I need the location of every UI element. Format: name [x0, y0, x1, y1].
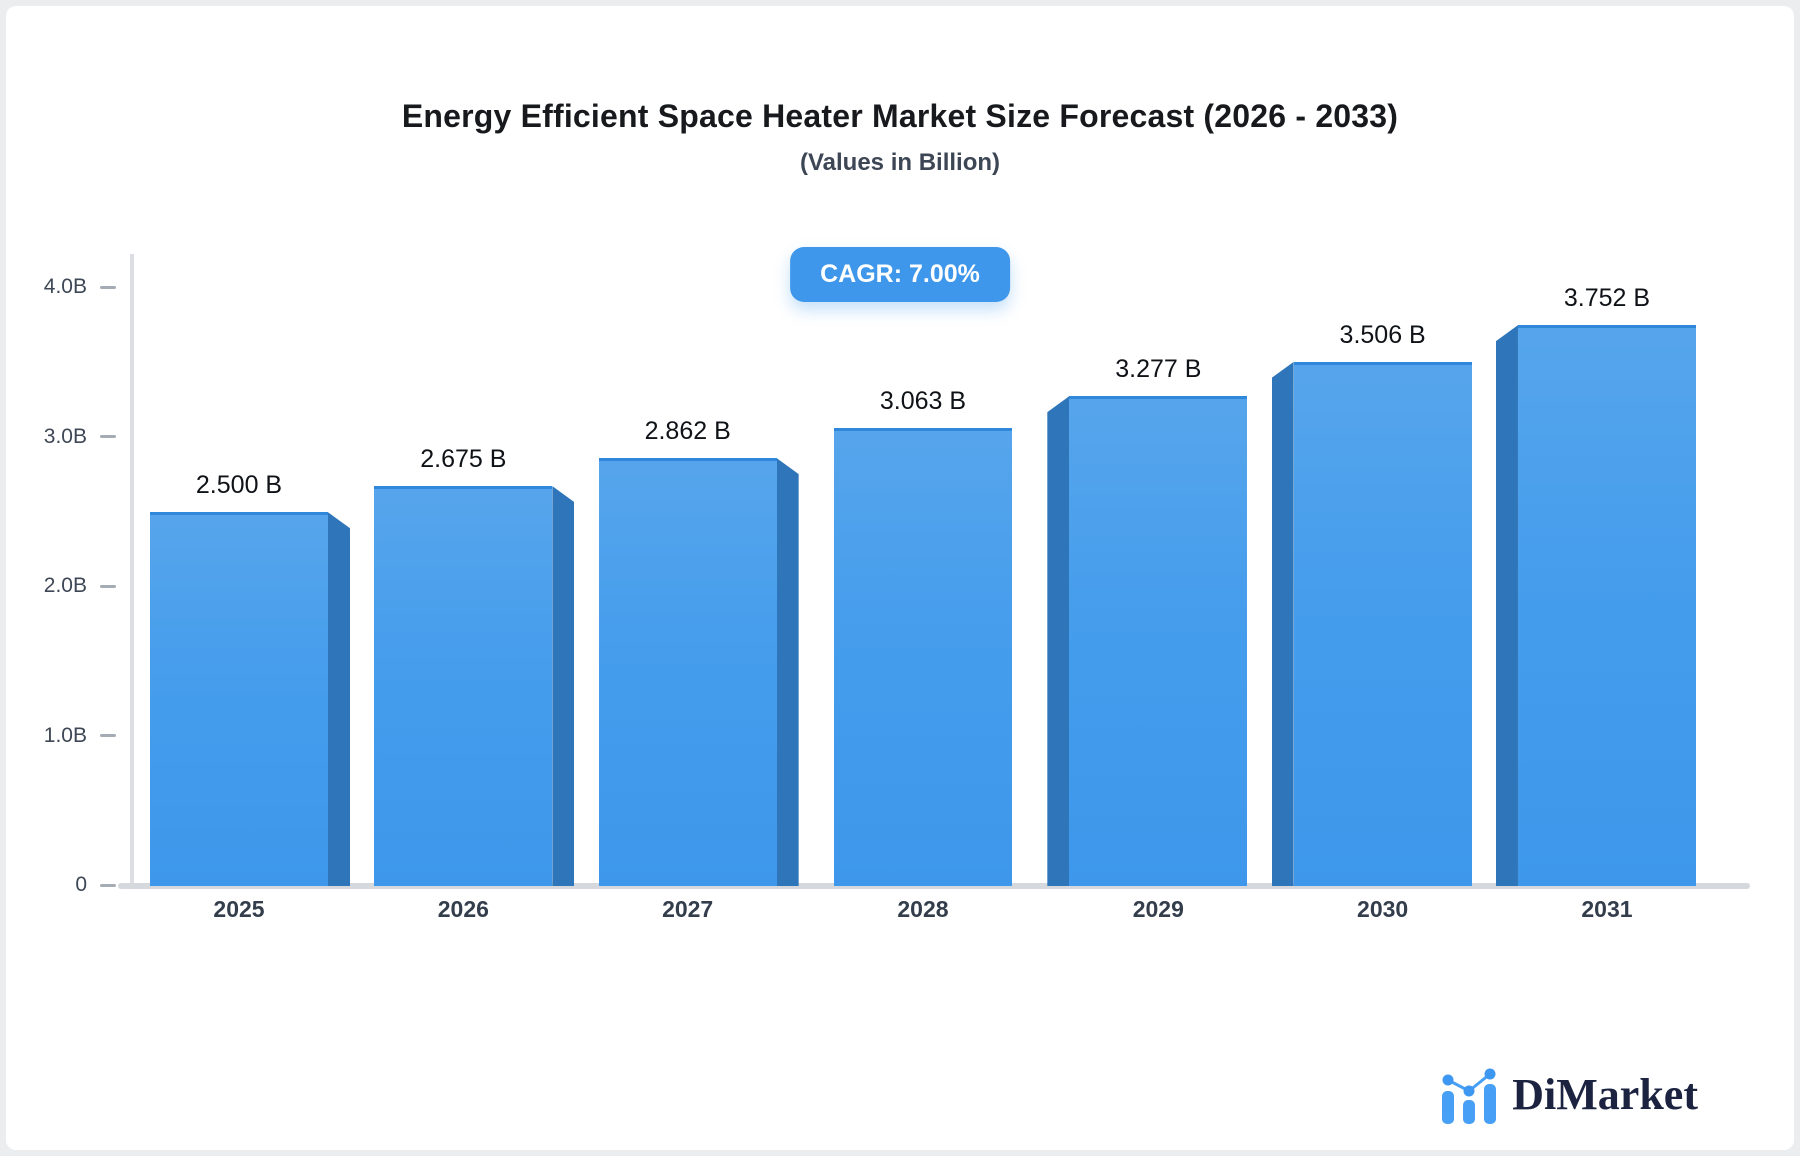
brand-logo-text: DiMarket [1512, 1070, 1698, 1119]
x-tick-label-2030: 2030 [1357, 896, 1409, 922]
bar-3d-side-2025 [328, 512, 350, 886]
bar-value-label: 3.752 B [1563, 284, 1651, 313]
x-axis-baseline [118, 883, 1750, 889]
bar-2028[interactable] [833, 428, 1012, 886]
bar-3d-side-2026 [552, 486, 575, 886]
bar-2031[interactable] [1517, 325, 1696, 886]
bar-2030[interactable] [1293, 361, 1472, 886]
y-tick-mark [100, 435, 116, 438]
chart-subtitle: (Values in Billion) [799, 149, 1001, 176]
bar-value-label: 2.675 B [420, 445, 507, 474]
bar-3d-side-2027 [776, 458, 799, 886]
bar-value-label: 3.277 B [1115, 355, 1202, 384]
y-tick-label: 3.0B [43, 424, 87, 448]
y-tick-label: 4.0B [43, 275, 87, 298]
bar-3d-side-2029 [1047, 396, 1070, 886]
bar-2029[interactable] [1069, 396, 1248, 886]
y-tick-label: 2.0B [43, 574, 87, 597]
bar-3d-side-2031 [1495, 325, 1518, 886]
y-tick-mark [100, 584, 116, 588]
bar-value-label: 3.063 B [879, 387, 967, 416]
cagr-badge: CAGR: 7.00% [790, 247, 1010, 302]
y-tick-3.0B: 3.0B [20, 423, 116, 451]
bar-chart-plot: 4.0B 3.0B 2.0B 1.0B 0 2.500 B 2.675 B 2.862 B 3… [6, 6, 1794, 1150]
chart-card: Energy Efficient Space Heater Market Siz… [6, 6, 1794, 1150]
chart-title: Energy Efficient Space Heater Market Siz… [401, 98, 1399, 134]
bar-3d-side-2030 [1271, 361, 1294, 886]
y-tick-1.0B: 1.0B [20, 722, 116, 750]
y-tick-2.0B: 2.0B [20, 572, 116, 600]
y-tick-0: 0 [20, 871, 116, 899]
bar-chart-logo-icon [1442, 1068, 1497, 1124]
x-tick-label-2031: 2031 [1581, 896, 1633, 922]
y-tick-label: 0 [75, 873, 87, 896]
y-tick-mark [100, 734, 116, 737]
x-tick-label-2025: 2025 [213, 896, 265, 922]
y-tick-mark [100, 883, 116, 887]
x-tick-label-2028: 2028 [897, 896, 949, 922]
bar-value-label: 2.500 B [195, 471, 283, 500]
bar-value-label: 3.506 B [1339, 320, 1426, 349]
y-axis-line [130, 254, 134, 886]
brand-logo: DiMarket [1440, 1066, 1698, 1124]
y-tick-4.0B: 4.0B [20, 273, 116, 301]
y-tick-mark [100, 285, 116, 289]
x-tick-label-2027: 2027 [662, 896, 714, 922]
x-tick-label-2026: 2026 [437, 896, 489, 922]
x-tick-label-2029: 2029 [1132, 896, 1184, 922]
bar-2026[interactable] [374, 486, 553, 886]
bar-value-label: 2.862 B [644, 417, 731, 446]
y-tick-label: 1.0B [43, 723, 87, 747]
bar-2027[interactable] [598, 458, 777, 886]
bar-2025[interactable] [150, 512, 328, 886]
